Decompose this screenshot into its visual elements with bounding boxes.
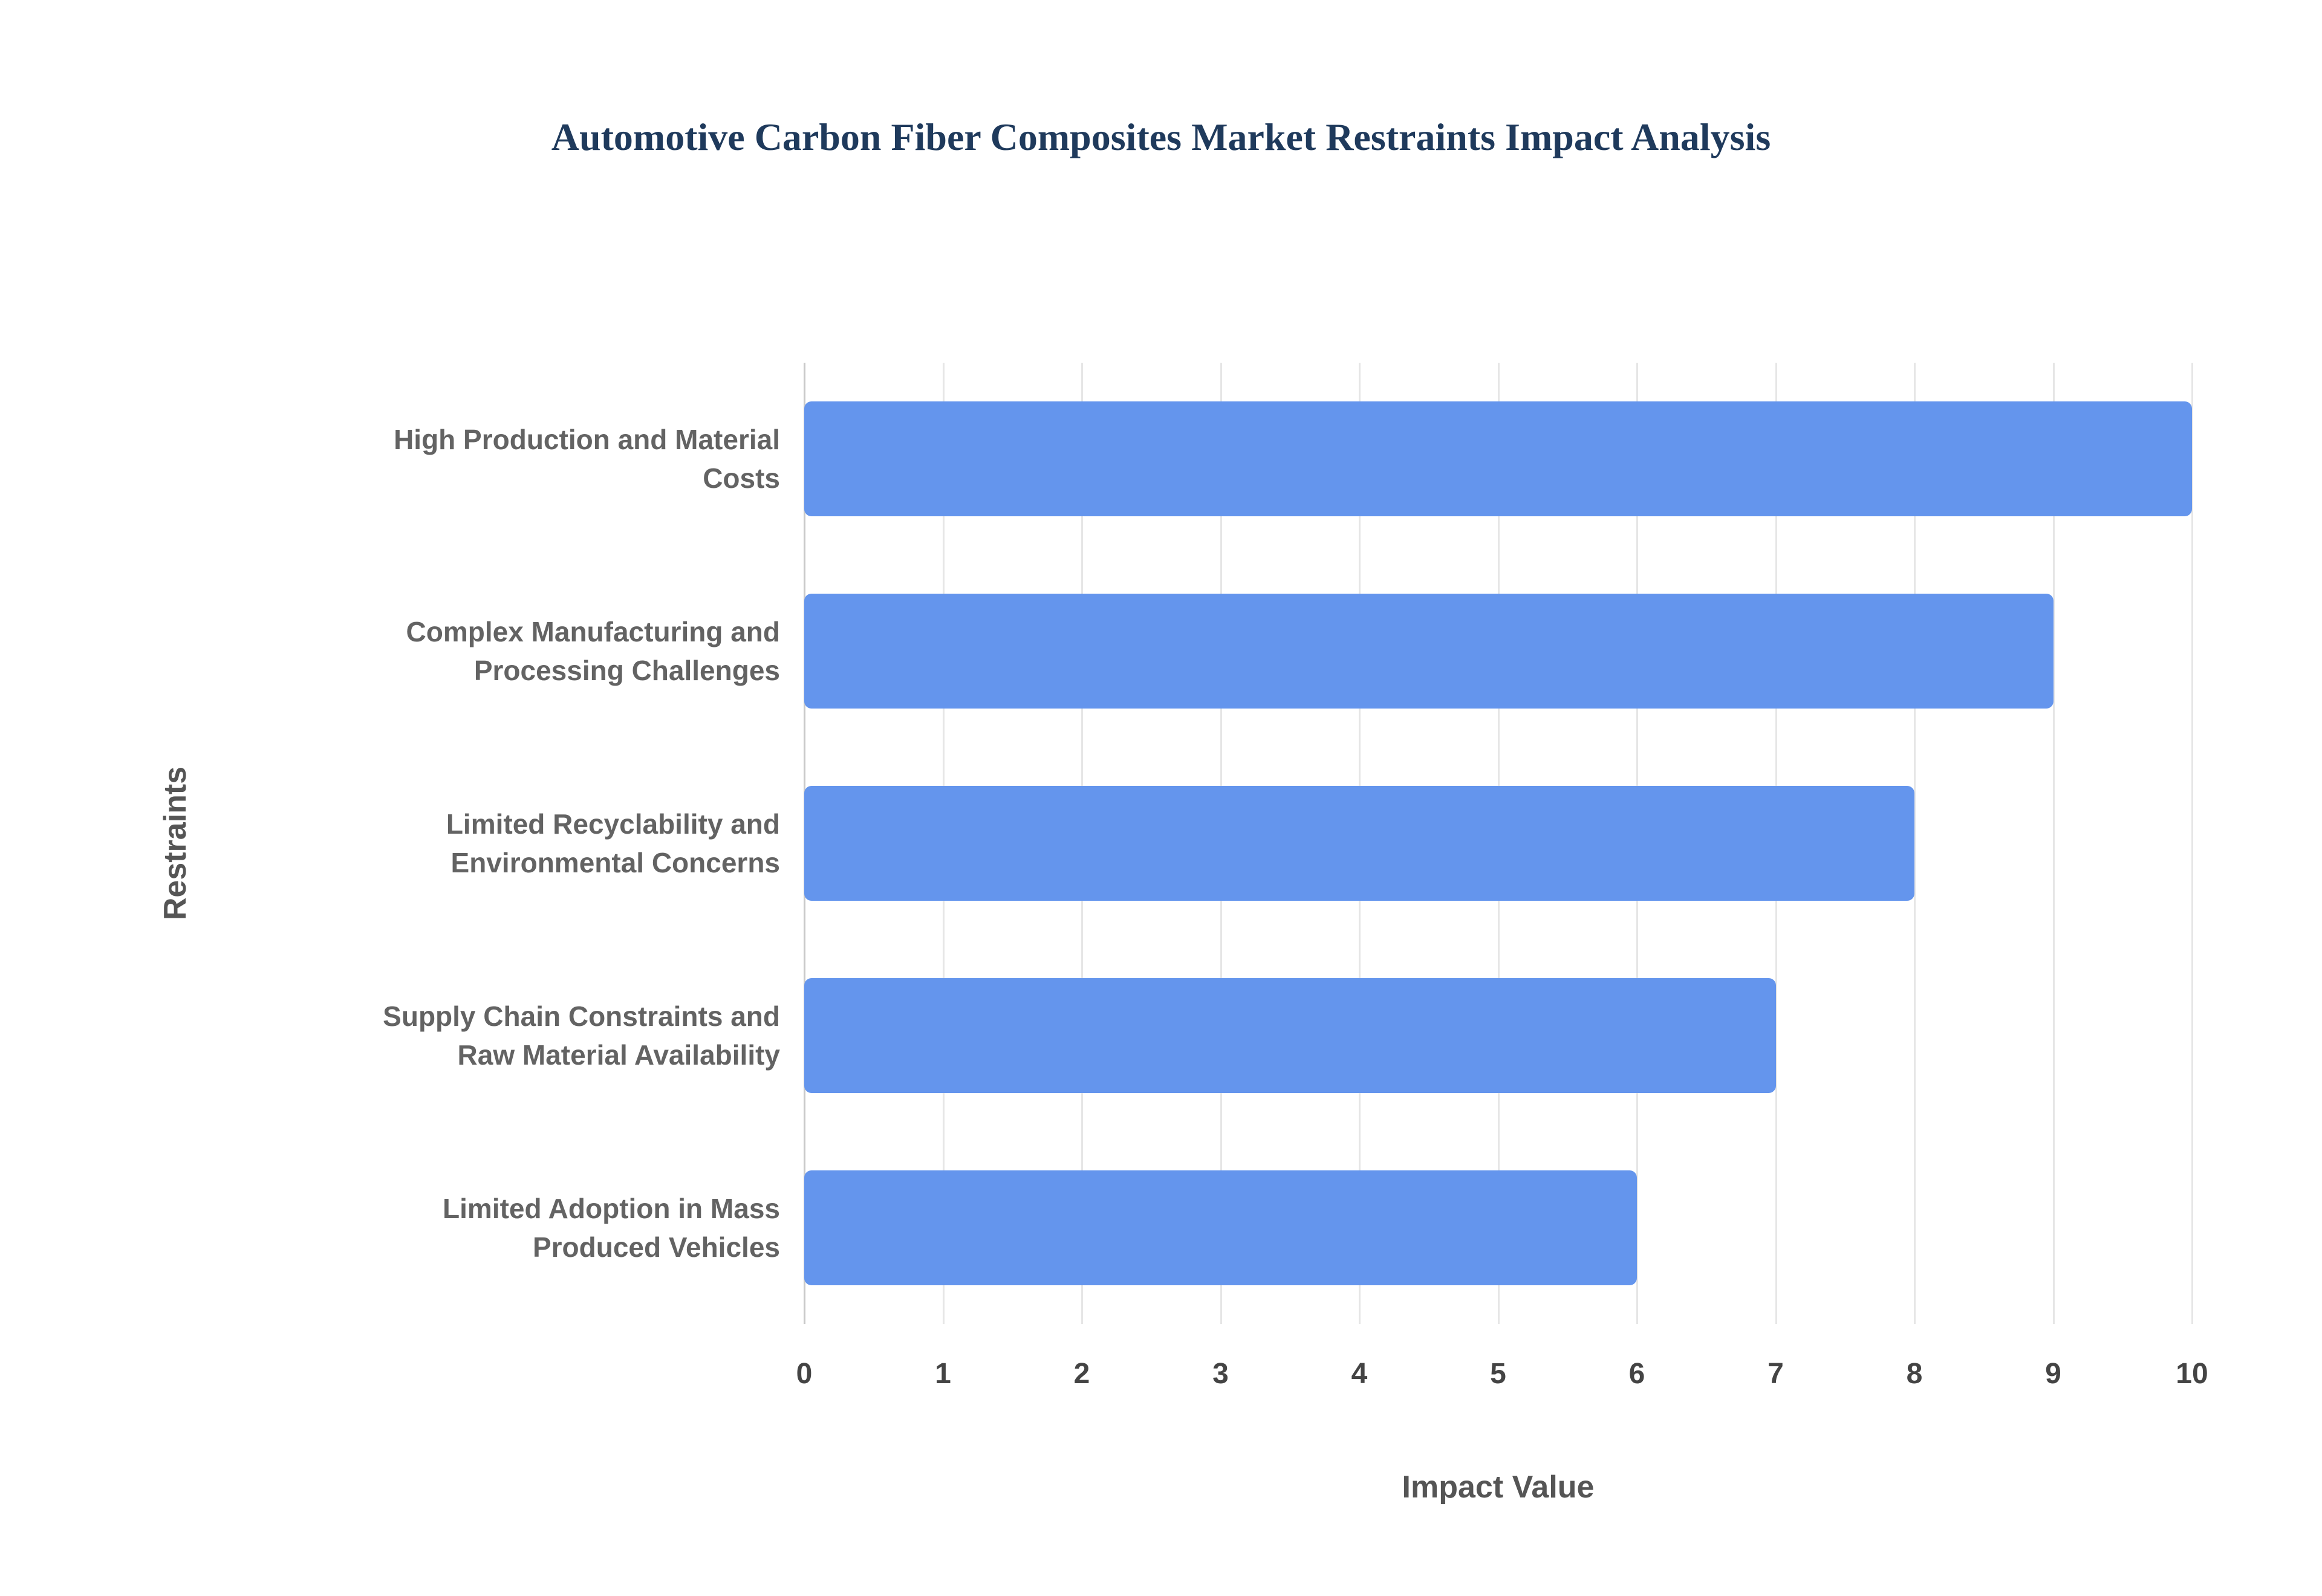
category-label-4: Limited Adoption in Mass Produced Vehicl… bbox=[443, 1192, 780, 1263]
x-tick-label-6: 6 bbox=[1628, 1358, 1645, 1390]
x-tick-label-7: 7 bbox=[1768, 1358, 1784, 1390]
bar-row bbox=[804, 363, 2192, 555]
bar-row bbox=[804, 555, 2192, 747]
bar-3 bbox=[804, 978, 1776, 1094]
x-tick-label-10: 10 bbox=[2176, 1358, 2208, 1390]
x-axis-ticks: 0 1 2 3 4 5 6 7 8 9 10 bbox=[796, 1357, 2208, 1400]
category-label-row: Limited Adoption in Mass Produced Vehicl… bbox=[36, 1132, 780, 1324]
x-tick-label-0: 0 bbox=[796, 1358, 813, 1390]
bar-row bbox=[804, 1132, 2192, 1324]
x-axis-title: Impact Value bbox=[1402, 1470, 1595, 1505]
gridline-x-10 bbox=[2191, 363, 2193, 1324]
bars-layer bbox=[804, 363, 2192, 1324]
chart-title: Automotive Carbon Fiber Composites Marke… bbox=[551, 115, 1771, 158]
x-tick-label-1: 1 bbox=[935, 1358, 951, 1390]
plot-area bbox=[804, 363, 2193, 1324]
bar-row bbox=[804, 747, 2192, 939]
x-tick-label-9: 9 bbox=[2045, 1358, 2061, 1390]
gridline-x-9 bbox=[2052, 363, 2055, 1324]
x-tick-label-5: 5 bbox=[1490, 1358, 1506, 1390]
x-tick-label-8: 8 bbox=[1906, 1358, 1923, 1390]
category-label-column: High Production and Material Costs Comple… bbox=[36, 363, 780, 1324]
x-tick-label-2: 2 bbox=[1073, 1358, 1090, 1390]
bar-1 bbox=[804, 593, 2054, 709]
category-label-row: Complex Manufacturing and Processing Cha… bbox=[36, 555, 780, 747]
x-tick-label-3: 3 bbox=[1212, 1358, 1229, 1390]
category-label-3: Supply Chain Constraints and Raw Materia… bbox=[383, 1000, 780, 1071]
bar-0 bbox=[804, 401, 2192, 517]
gridline-x-8 bbox=[1914, 363, 1916, 1324]
bar-row bbox=[804, 939, 2192, 1132]
x-tick-label-4: 4 bbox=[1351, 1358, 1368, 1390]
category-label-row: Limited Recyclability and Environmental … bbox=[36, 747, 780, 939]
bar-4 bbox=[804, 1170, 1637, 1286]
category-label-1: Complex Manufacturing and Processing Cha… bbox=[406, 615, 780, 686]
bar-2 bbox=[804, 785, 1914, 901]
category-label-2: Limited Recyclability and Environmental … bbox=[446, 808, 780, 878]
category-label-row: High Production and Material Costs bbox=[36, 363, 780, 555]
category-label-0: High Production and Material Costs bbox=[394, 423, 780, 494]
category-label-row: Supply Chain Constraints and Raw Materia… bbox=[36, 939, 780, 1132]
